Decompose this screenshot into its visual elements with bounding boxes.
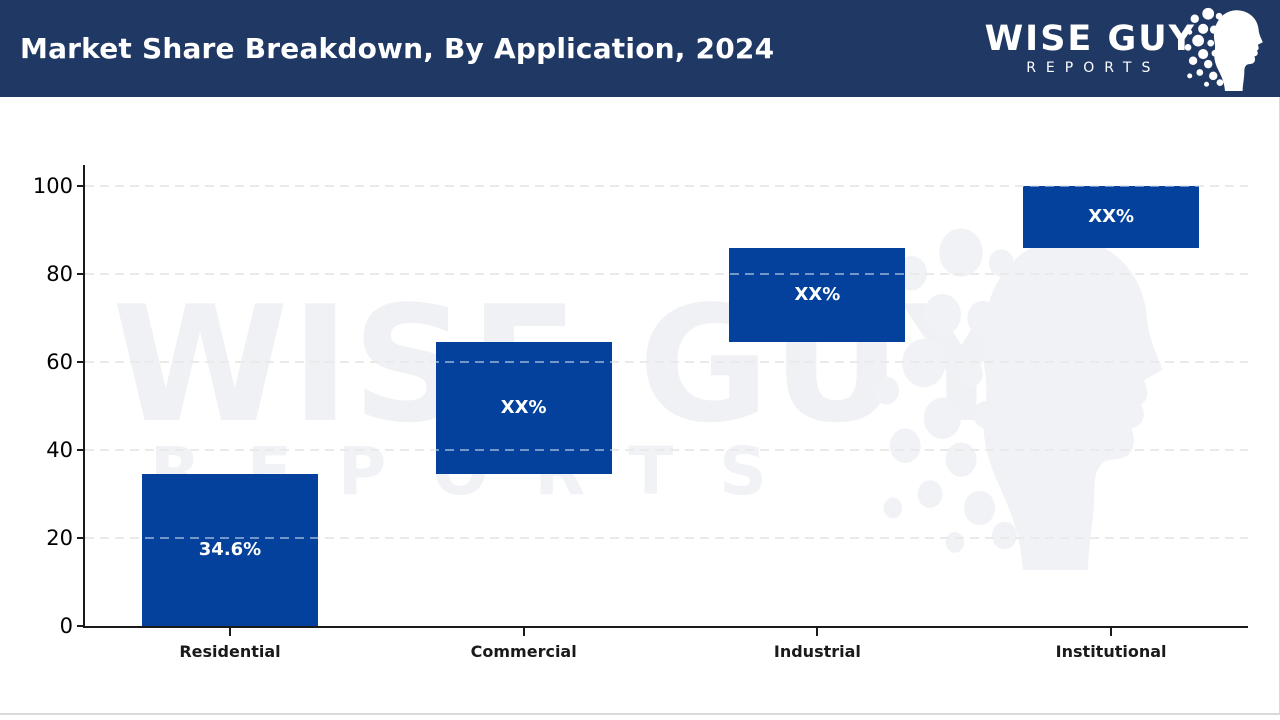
gridline-overlay [85,185,1248,187]
y-tick-label: 100 [32,174,73,198]
bar-commercial [435,342,612,474]
x-axis-line [83,626,1248,628]
wise-guy-logo: WISE GUY REPORTS [985,7,1280,91]
logo-text: WISE GUY REPORTS [984,18,1196,76]
y-tick [77,449,85,451]
gridline-overlay [85,361,1248,363]
logo-subtitle: REPORTS [1026,59,1161,76]
bar-value-label: XX% [794,283,841,305]
logo-wordmark: WISE GUY [984,18,1196,59]
gridline [85,273,1248,275]
x-tick [1110,628,1113,636]
bar-institutional [1023,186,1200,248]
y-tick-label: 20 [46,526,73,550]
page-title: Market Share Breakdown, By Application, … [20,32,775,65]
x-tick [522,628,525,636]
y-tick [77,361,85,363]
gridline-overlay [85,273,1248,275]
gridline-overlay [85,537,1248,539]
bar-value-label: XX% [1088,205,1134,227]
bar-industrial [729,247,906,343]
bar-value-label: XX% [500,396,547,418]
gridline [85,185,1248,187]
x-tick-label: Commercial [470,642,577,661]
header-bar: Market Share Breakdown, By Application, … [0,0,1280,97]
gridline [85,361,1248,363]
head-profile-icon [1184,7,1263,91]
gridline [85,537,1248,539]
y-tick-label: 60 [46,350,73,374]
bar-value-label: 34.6% [198,538,262,560]
y-tick [77,625,85,627]
x-tick-label: Residential [179,642,281,661]
y-tick-label: 80 [46,262,73,286]
watermark-head-icon [874,228,1163,570]
x-tick [816,628,819,636]
y-tick [77,537,85,539]
gridline [85,449,1248,451]
gridline-overlay [85,449,1248,451]
y-tick-label: 40 [46,438,73,462]
bottom-divider [0,713,1280,715]
y-tick-label: 0 [59,614,73,638]
x-tick-label: Industrial [773,642,861,661]
chart-area: WISE GUY REPORTS 02040608010034.6%Reside… [0,97,1280,714]
x-tick [229,628,231,636]
y-axis-line [83,165,85,628]
y-tick [77,185,85,187]
y-tick [77,273,85,275]
bar-residential [142,473,318,626]
x-tick-label: Institutional [1055,642,1167,661]
